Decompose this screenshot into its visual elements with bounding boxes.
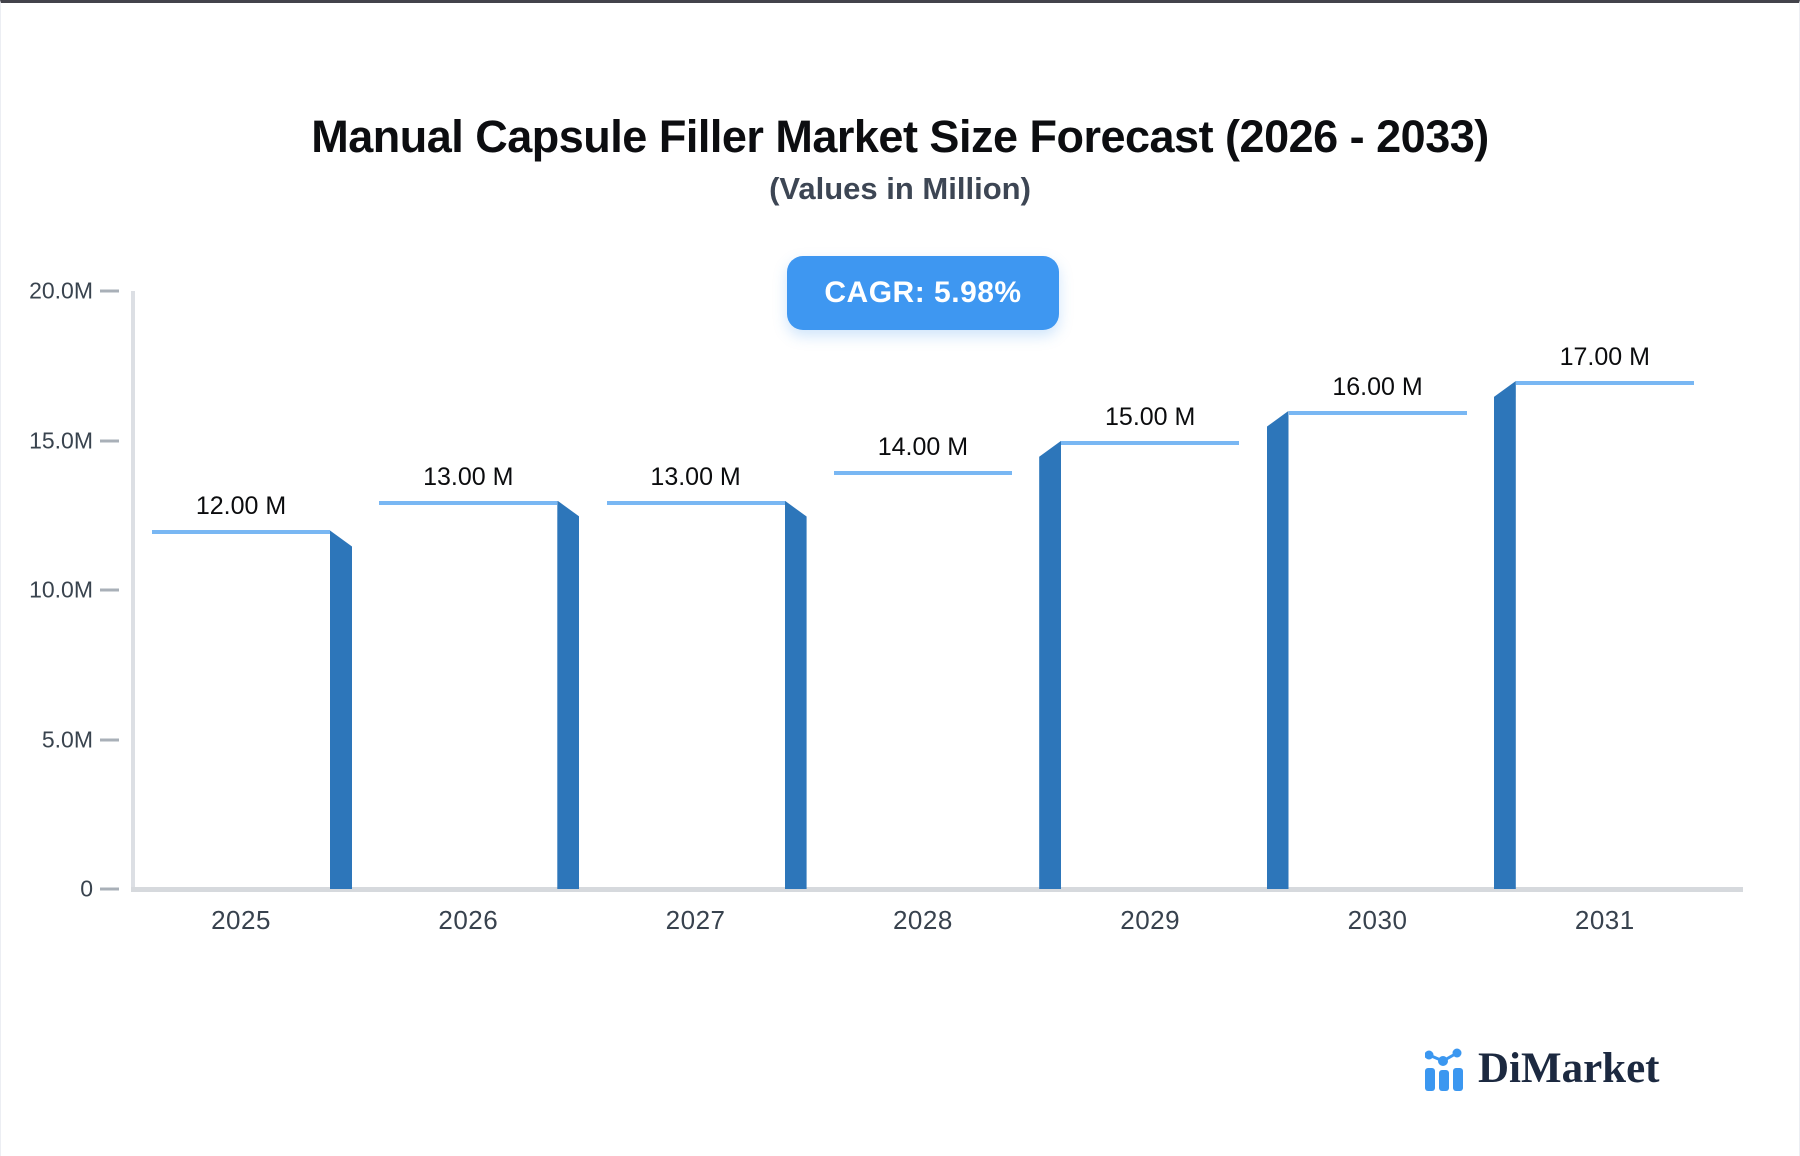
chart-title: Manual Capsule Filler Market Size Foreca… xyxy=(311,111,1489,162)
bar-body xyxy=(1061,440,1240,889)
x-category-label: 2031 xyxy=(1574,905,1635,935)
x-category-label: 2027 xyxy=(665,905,726,935)
y-tick-mark xyxy=(100,887,119,891)
bar-value-label: 13.00 M xyxy=(423,462,514,491)
x-category-label: 2025 xyxy=(211,905,271,935)
bar-body xyxy=(606,500,785,889)
x-category-label: 2026 xyxy=(438,905,499,935)
bar-2030: 16.00 M xyxy=(1266,373,1467,889)
bar-value-label: 15.00 M xyxy=(1105,402,1196,431)
bar-body xyxy=(1515,381,1694,889)
brand-wordmark: DiMarket xyxy=(1478,1045,1660,1092)
bar-2025: 12.00 M xyxy=(152,492,352,889)
x-category-label: 2029 xyxy=(1120,905,1181,935)
cagr-badge: CAGR: 5.98% xyxy=(787,256,1059,330)
bar-value-label: 13.00 M xyxy=(650,462,741,491)
bar-value-label: 17.00 M xyxy=(1559,343,1650,372)
bar-2028: 14.00 M xyxy=(833,433,1012,889)
y-tick-label: 10.0M xyxy=(29,576,93,603)
bar-body xyxy=(379,500,558,889)
chart-subtitle: (Values in Million) xyxy=(769,171,1031,206)
y-tick-mark xyxy=(100,588,119,592)
bar-3d-side xyxy=(557,500,580,889)
y-axis-line xyxy=(131,291,135,892)
brand-logo: DiMarket xyxy=(1425,1047,1660,1091)
bar-body xyxy=(1288,410,1467,889)
y-tick-label: 5.0M xyxy=(41,726,93,753)
bar-3d-side xyxy=(1039,440,1062,889)
bar-2027: 13.00 M xyxy=(606,463,807,889)
y-tick-label: 15.0M xyxy=(29,427,93,454)
bar-3d-side xyxy=(1493,381,1516,889)
y-tick-mark xyxy=(100,289,119,293)
y-tick-mark xyxy=(100,439,119,443)
x-category-label: 2028 xyxy=(892,905,953,935)
bar-value-label: 16.00 M xyxy=(1332,372,1423,401)
cagr-badge-label: CAGR: 5.98% xyxy=(824,276,1022,309)
bar-chart-logo-icon xyxy=(1425,1048,1463,1091)
x-axis-line xyxy=(131,887,1743,892)
bar-body xyxy=(152,530,330,889)
bar-2031: 17.00 M xyxy=(1493,343,1694,889)
x-category-label: 2030 xyxy=(1347,905,1408,935)
y-tick-label: 0 xyxy=(80,875,93,902)
y-tick-label: 20.0M xyxy=(29,277,93,304)
bar-3d-side xyxy=(330,530,352,889)
bar-2029: 15.00 M xyxy=(1039,403,1240,889)
bar-3d-side xyxy=(784,500,807,889)
y-tick-mark xyxy=(100,738,119,742)
bar-3d-side xyxy=(1266,410,1289,889)
bar-body xyxy=(833,470,1012,889)
bar-value-label: 12.00 M xyxy=(195,492,287,521)
bar-2026: 13.00 M xyxy=(379,463,580,889)
bar-value-label: 14.00 M xyxy=(877,432,969,461)
